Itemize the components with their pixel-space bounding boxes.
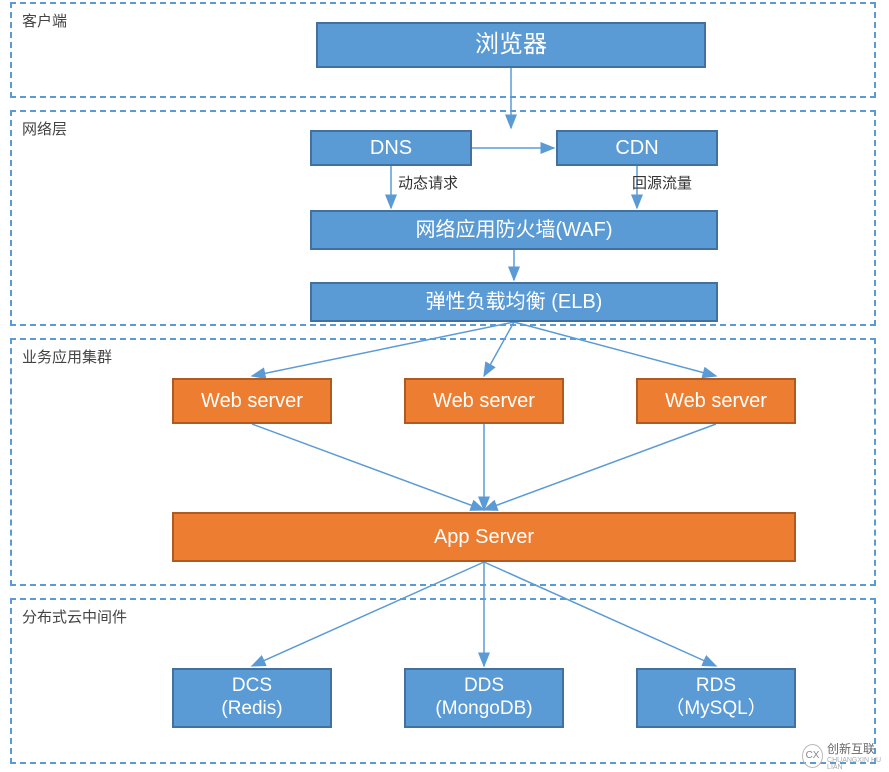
watermark-icon: CX bbox=[802, 744, 823, 768]
node-appsrv: App Server bbox=[172, 512, 796, 562]
node-dds: DDS (MongoDB) bbox=[404, 668, 564, 728]
sec-network-label: 网络层 bbox=[22, 118, 67, 139]
node-cdn: CDN bbox=[556, 130, 718, 166]
node-browser: 浏览器 bbox=[316, 22, 706, 68]
diagram-canvas: 客户端网络层业务应用集群分布式云中间件 浏览器 DNS CDN 网络应用防火墙(WAF)… bbox=[0, 0, 889, 772]
watermark-text: 创新互联CHUANGXIN HU LIAN bbox=[827, 740, 889, 771]
node-dcs: DCS (Redis) bbox=[172, 668, 332, 728]
node-elb: 弹性负载均衡 (ELB) bbox=[310, 282, 718, 322]
node-web3: Web server bbox=[636, 378, 796, 424]
sec-app-label: 业务应用集群 bbox=[22, 346, 112, 367]
node-rds: RDS （MySQL） bbox=[636, 668, 796, 728]
edge-label: 回源流量 bbox=[632, 172, 692, 193]
node-web1: Web server bbox=[172, 378, 332, 424]
node-dns: DNS bbox=[310, 130, 472, 166]
sec-middle-label: 分布式云中间件 bbox=[22, 606, 127, 627]
sec-client-label: 客户端 bbox=[22, 10, 67, 31]
node-web2: Web server bbox=[404, 378, 564, 424]
watermark: CX创新互联CHUANGXIN HU LIAN bbox=[802, 740, 889, 771]
node-waf: 网络应用防火墙(WAF) bbox=[310, 210, 718, 250]
edge-label: 动态请求 bbox=[398, 172, 458, 193]
